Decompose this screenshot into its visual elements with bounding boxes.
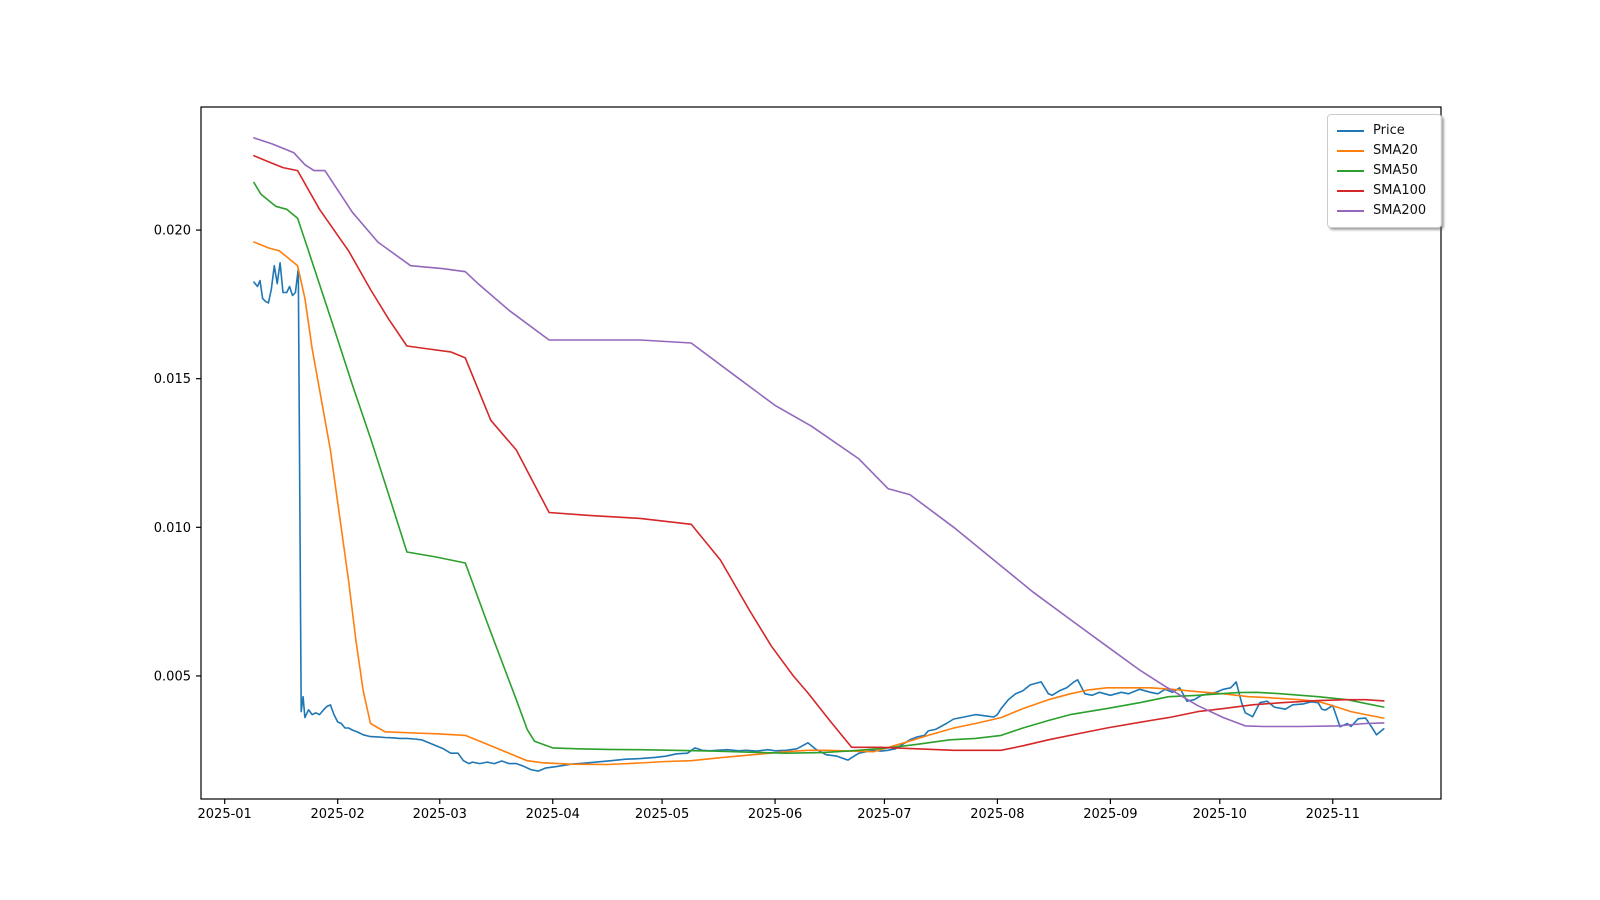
legend-item-price: Price — [1337, 121, 1433, 141]
legend-label-sma20: SMA20 — [1373, 143, 1418, 158]
legend-item-sma200: SMA200 — [1337, 201, 1433, 221]
x-tick-label: 2025-10 — [1193, 807, 1247, 822]
series-line-sma50 — [253, 181, 1385, 755]
legend-item-sma50: SMA50 — [1337, 161, 1433, 181]
x-tick-label: 2025-02 — [311, 807, 365, 822]
x-tick-label: 2025-07 — [857, 807, 911, 822]
y-tick-label: 0.010 — [154, 521, 191, 536]
plot-border — [200, 106, 1442, 800]
x-tick-label: 2025-05 — [635, 807, 689, 822]
legend-label-price: Price — [1373, 123, 1405, 138]
chart-legend: Price SMA20 SMA50 SMA100 SMA200 — [1327, 114, 1442, 228]
x-tick-label: 2025-06 — [748, 807, 802, 822]
legend-label-sma50: SMA50 — [1373, 163, 1418, 178]
legend-label-sma100: SMA100 — [1373, 183, 1427, 198]
x-tick-label: 2025-09 — [1083, 807, 1137, 822]
legend-item-sma100: SMA100 — [1337, 181, 1433, 201]
y-tick-label: 0.005 — [154, 669, 191, 684]
x-tick-label: 2025-03 — [413, 807, 467, 822]
x-tick-label: 2025-04 — [526, 807, 580, 822]
legend-label-sma200: SMA200 — [1373, 203, 1427, 218]
legend-swatch-sma20 — [1337, 150, 1364, 152]
legend-swatch-sma200 — [1337, 210, 1364, 212]
x-tick-label: 2025-11 — [1306, 807, 1360, 822]
series-line-sma100 — [253, 154, 1385, 752]
legend-item-sma20: SMA20 — [1337, 141, 1433, 161]
y-tick-label: 0.015 — [154, 372, 191, 387]
x-tick-label: 2025-08 — [970, 807, 1024, 822]
legend-swatch-price — [1337, 130, 1364, 132]
y-tick-label: 0.020 — [154, 224, 191, 239]
series-line-sma20 — [253, 241, 1385, 766]
legend-swatch-sma50 — [1337, 170, 1364, 172]
x-tick-label: 2025-01 — [198, 807, 252, 822]
series-line-sma200 — [253, 137, 1385, 728]
legend-swatch-sma100 — [1337, 190, 1364, 192]
